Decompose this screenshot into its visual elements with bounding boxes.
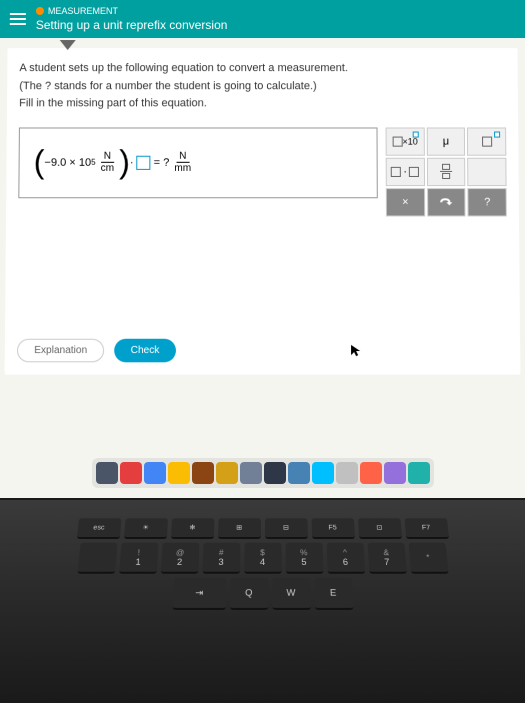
tool-mu[interactable]: μ bbox=[426, 127, 465, 155]
dock-app-11[interactable] bbox=[360, 462, 382, 484]
key-2: @2 bbox=[160, 543, 199, 574]
key-esc: esc bbox=[76, 518, 121, 539]
key-7: &7 bbox=[367, 543, 406, 574]
key-F6: ⊡ bbox=[358, 518, 402, 539]
problem-text: A student sets up the following equation… bbox=[19, 60, 506, 113]
explanation-button[interactable]: Explanation bbox=[17, 339, 104, 363]
dock-app-3[interactable] bbox=[168, 462, 190, 484]
category-text: MEASUREMENT bbox=[48, 6, 118, 16]
unit2-denominator: mm bbox=[171, 163, 194, 174]
unit1-numerator: N bbox=[101, 151, 114, 163]
key-⇥: ⇥ bbox=[172, 578, 226, 610]
coefficient: −9.0 × 10 bbox=[44, 157, 91, 169]
answer-input[interactable] bbox=[137, 156, 151, 170]
dock-app-2[interactable] bbox=[144, 462, 166, 484]
dock-app-5[interactable] bbox=[216, 462, 238, 484]
unit1-denominator: cm bbox=[98, 163, 118, 174]
key-num0 bbox=[77, 543, 117, 574]
math-toolbox: ×10 μ · × bbox=[386, 127, 507, 216]
key-1: !1 bbox=[119, 543, 158, 574]
tool-multiply-box[interactable]: · bbox=[386, 158, 425, 186]
dock-app-6[interactable] bbox=[240, 462, 262, 484]
unit2-numerator: N bbox=[176, 151, 189, 163]
category-label: MEASUREMENT bbox=[36, 6, 228, 16]
tool-fraction[interactable] bbox=[427, 158, 466, 186]
dock-app-12[interactable] bbox=[384, 462, 406, 484]
tool-clear[interactable]: × bbox=[386, 188, 425, 216]
dock-app-7[interactable] bbox=[264, 462, 286, 484]
key-4: $4 bbox=[244, 543, 282, 574]
key-E: E bbox=[314, 578, 353, 610]
macos-dock[interactable] bbox=[92, 458, 434, 488]
check-button[interactable]: Check bbox=[114, 339, 175, 363]
nav-dropdown-icon[interactable] bbox=[60, 40, 76, 50]
problem-line-3: Fill in the missing part of this equatio… bbox=[19, 95, 506, 113]
dock-app-10[interactable] bbox=[336, 462, 358, 484]
header-text: MEASUREMENT Setting up a unit reprefix c… bbox=[36, 6, 228, 32]
tool-blank bbox=[467, 158, 506, 186]
tool-help[interactable]: ? bbox=[468, 188, 507, 216]
laptop-keyboard: esc☀✻⊞⊟F5⊡F7 !1@2#3$4%5^6&7* ⇥QWE bbox=[0, 500, 525, 703]
dock-app-4[interactable] bbox=[192, 462, 214, 484]
key-F4: ⊟ bbox=[265, 518, 308, 539]
tool-x10[interactable]: ×10 bbox=[386, 127, 425, 155]
menu-icon[interactable] bbox=[10, 13, 26, 25]
exponent: 5 bbox=[91, 158, 96, 167]
dock-app-8[interactable] bbox=[288, 462, 310, 484]
dock-app-13[interactable] bbox=[408, 462, 430, 484]
unit-fraction-2: N mm bbox=[171, 151, 194, 174]
key-3: #3 bbox=[202, 543, 240, 574]
problem-line-1: A student sets up the following equation… bbox=[19, 60, 505, 78]
dock-app-0[interactable] bbox=[96, 462, 118, 484]
app-header: MEASUREMENT Setting up a unit reprefix c… bbox=[0, 0, 525, 38]
button-row: Explanation Check bbox=[17, 339, 508, 363]
app-screen: MEASUREMENT Setting up a unit reprefix c… bbox=[0, 0, 525, 498]
key-5: %5 bbox=[285, 543, 323, 574]
problem-line-2: (The ? stands for a number the student i… bbox=[19, 78, 506, 96]
key-num8: * bbox=[408, 543, 448, 574]
category-dot-icon bbox=[36, 7, 44, 15]
tool-undo[interactable] bbox=[427, 188, 466, 216]
cursor-icon bbox=[351, 344, 363, 356]
key-6: ^6 bbox=[326, 543, 365, 574]
tool-superscript[interactable] bbox=[467, 127, 506, 155]
key-F2: ✻ bbox=[170, 518, 214, 539]
key-F5: F5 bbox=[311, 518, 355, 539]
left-paren: ( bbox=[34, 144, 45, 181]
unit-fraction-1: N cm bbox=[98, 151, 118, 174]
key-F1: ☀ bbox=[123, 518, 167, 539]
equals-question: = ? bbox=[154, 157, 170, 169]
key-F3: ⊞ bbox=[218, 518, 261, 539]
right-paren: ) bbox=[119, 144, 130, 181]
undo-icon bbox=[439, 197, 453, 207]
content-panel: A student sets up the following equation… bbox=[5, 48, 521, 374]
key-Q: Q bbox=[230, 578, 268, 610]
dock-app-1[interactable] bbox=[120, 462, 142, 484]
equation-box[interactable]: ( −9.0 × 10 5 N cm ) · = ? N mm bbox=[18, 127, 377, 198]
key-F7: F7 bbox=[404, 518, 449, 539]
equation-area: ( −9.0 × 10 5 N cm ) · = ? N mm bbox=[18, 127, 507, 216]
dot-operator: · bbox=[130, 157, 134, 169]
key-W: W bbox=[272, 578, 310, 610]
page-title: Setting up a unit reprefix conversion bbox=[36, 18, 228, 32]
dock-app-9[interactable] bbox=[312, 462, 334, 484]
